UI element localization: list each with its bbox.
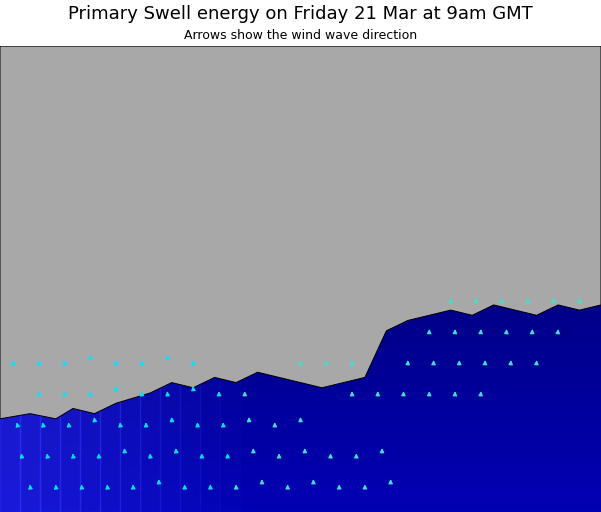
Polygon shape xyxy=(0,413,601,419)
Polygon shape xyxy=(0,46,601,52)
Polygon shape xyxy=(0,46,601,419)
Polygon shape xyxy=(0,203,601,209)
Polygon shape xyxy=(0,250,601,256)
Polygon shape xyxy=(0,296,601,302)
Polygon shape xyxy=(0,221,601,227)
Polygon shape xyxy=(0,471,601,477)
Polygon shape xyxy=(0,320,601,326)
Polygon shape xyxy=(0,256,601,262)
Polygon shape xyxy=(0,69,601,75)
Polygon shape xyxy=(0,488,601,495)
Polygon shape xyxy=(0,238,601,244)
Polygon shape xyxy=(0,367,601,372)
Polygon shape xyxy=(0,75,601,81)
Polygon shape xyxy=(0,174,601,180)
Polygon shape xyxy=(0,122,601,127)
Polygon shape xyxy=(20,46,40,512)
Polygon shape xyxy=(0,198,601,203)
Polygon shape xyxy=(0,314,601,320)
Polygon shape xyxy=(0,87,601,93)
Polygon shape xyxy=(0,419,601,424)
Polygon shape xyxy=(0,232,601,238)
Polygon shape xyxy=(0,98,601,104)
Polygon shape xyxy=(0,58,601,63)
Polygon shape xyxy=(0,360,601,367)
Polygon shape xyxy=(0,273,601,279)
Polygon shape xyxy=(0,460,601,465)
Polygon shape xyxy=(0,285,601,291)
Polygon shape xyxy=(0,134,601,139)
Polygon shape xyxy=(0,436,601,442)
Polygon shape xyxy=(0,401,601,407)
Polygon shape xyxy=(0,186,601,191)
Polygon shape xyxy=(0,495,601,500)
Text: Arrows show the wind wave direction: Arrows show the wind wave direction xyxy=(184,30,417,42)
Polygon shape xyxy=(0,262,601,267)
Polygon shape xyxy=(0,372,601,378)
Polygon shape xyxy=(0,431,601,436)
Polygon shape xyxy=(0,506,601,512)
Polygon shape xyxy=(0,104,601,110)
Polygon shape xyxy=(0,407,601,413)
Polygon shape xyxy=(0,244,601,250)
Polygon shape xyxy=(0,93,601,98)
Polygon shape xyxy=(0,337,601,343)
Polygon shape xyxy=(0,139,601,145)
Polygon shape xyxy=(0,483,601,488)
Polygon shape xyxy=(0,279,601,285)
Polygon shape xyxy=(0,390,601,396)
Polygon shape xyxy=(0,308,601,314)
Polygon shape xyxy=(0,46,20,512)
Polygon shape xyxy=(0,215,601,221)
Polygon shape xyxy=(0,326,601,331)
Text: Primary Swell energy on Friday 21 Mar at 9am GMT: Primary Swell energy on Friday 21 Mar at… xyxy=(68,5,533,23)
Polygon shape xyxy=(40,46,60,512)
Polygon shape xyxy=(0,157,601,163)
Polygon shape xyxy=(0,127,601,134)
Polygon shape xyxy=(0,384,601,390)
Polygon shape xyxy=(100,46,120,512)
Polygon shape xyxy=(180,46,200,512)
Polygon shape xyxy=(60,46,80,512)
Polygon shape xyxy=(140,46,160,512)
Polygon shape xyxy=(0,227,601,232)
Polygon shape xyxy=(0,349,601,355)
Polygon shape xyxy=(0,110,601,116)
Polygon shape xyxy=(0,191,601,198)
Polygon shape xyxy=(0,465,601,471)
Polygon shape xyxy=(0,180,601,186)
Polygon shape xyxy=(0,267,601,273)
Polygon shape xyxy=(0,343,601,349)
Polygon shape xyxy=(0,424,601,431)
Polygon shape xyxy=(0,396,601,401)
Polygon shape xyxy=(0,442,601,448)
Polygon shape xyxy=(0,151,601,157)
Polygon shape xyxy=(0,116,601,122)
Polygon shape xyxy=(0,163,601,168)
Polygon shape xyxy=(0,52,601,58)
Polygon shape xyxy=(0,448,601,454)
Polygon shape xyxy=(0,454,601,460)
Polygon shape xyxy=(0,378,601,384)
Polygon shape xyxy=(80,46,100,512)
Polygon shape xyxy=(0,355,601,360)
Polygon shape xyxy=(0,63,601,69)
Polygon shape xyxy=(120,46,140,512)
Polygon shape xyxy=(0,331,601,337)
Polygon shape xyxy=(0,81,601,87)
Polygon shape xyxy=(0,209,601,215)
Polygon shape xyxy=(0,500,601,506)
Polygon shape xyxy=(0,291,601,296)
Polygon shape xyxy=(0,302,601,308)
Polygon shape xyxy=(200,46,221,512)
Polygon shape xyxy=(0,477,601,483)
Polygon shape xyxy=(0,168,601,174)
Polygon shape xyxy=(160,46,180,512)
Polygon shape xyxy=(0,145,601,151)
